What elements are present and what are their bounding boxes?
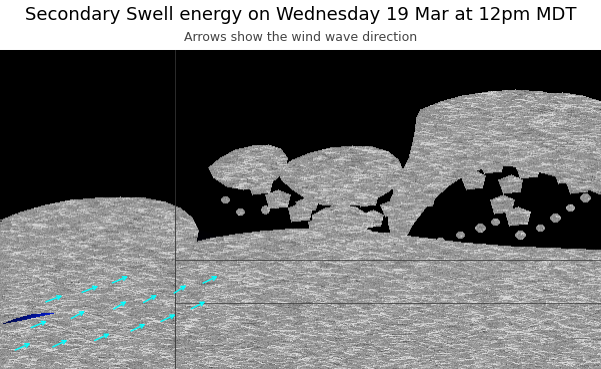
Text: Secondary Swell energy on Wednesday 19 Mar at 12pm MDT: Secondary Swell energy on Wednesday 19 M… (25, 6, 576, 24)
Text: Arrows show the wind wave direction: Arrows show the wind wave direction (184, 31, 417, 44)
